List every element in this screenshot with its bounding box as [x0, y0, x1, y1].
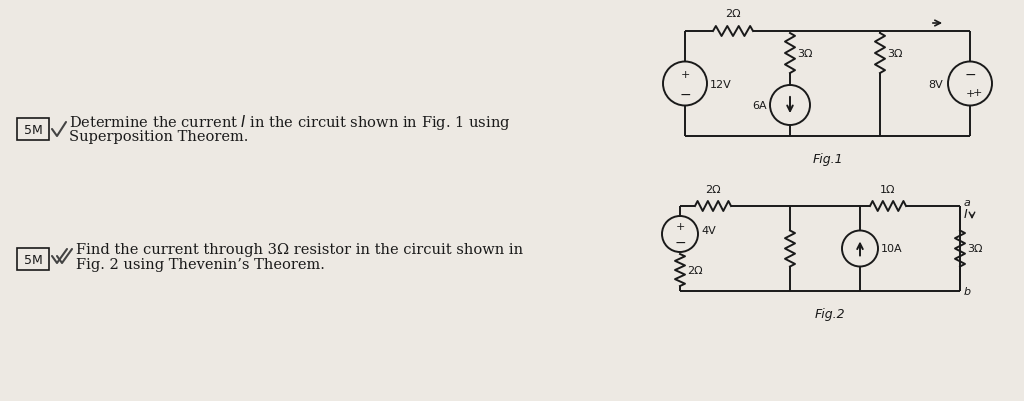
Text: +: + — [973, 88, 982, 98]
Text: 2Ω: 2Ω — [706, 184, 721, 194]
Text: +: + — [680, 69, 690, 79]
Text: b: b — [964, 286, 971, 296]
Text: 2Ω: 2Ω — [725, 9, 740, 19]
Text: 1Ω: 1Ω — [881, 184, 896, 194]
Text: −: − — [674, 235, 686, 249]
Text: Fig.1: Fig.1 — [812, 153, 843, 166]
Text: 12V: 12V — [710, 79, 732, 89]
Text: −: − — [965, 67, 976, 81]
Text: 3Ω: 3Ω — [797, 49, 812, 59]
Text: 5M: 5M — [24, 253, 42, 266]
Text: 2Ω: 2Ω — [687, 265, 702, 275]
Text: Fig. 2 using Thevenin’s Theorem.: Fig. 2 using Thevenin’s Theorem. — [76, 257, 325, 271]
Text: Find the current through 3Ω resistor in the circuit shown in: Find the current through 3Ω resistor in … — [76, 242, 523, 256]
Text: a: a — [964, 198, 971, 207]
Text: 3Ω: 3Ω — [967, 244, 982, 254]
Text: +: + — [966, 89, 975, 99]
Text: 10A: 10A — [881, 244, 902, 254]
Text: Superposition Theorem.: Superposition Theorem. — [69, 130, 249, 144]
Text: 4V: 4V — [701, 225, 716, 235]
Text: +: + — [675, 221, 685, 231]
Text: −: − — [679, 87, 691, 101]
Text: Fig.2: Fig.2 — [815, 307, 846, 320]
Text: 5M: 5M — [24, 123, 42, 136]
Text: 3Ω: 3Ω — [887, 49, 902, 59]
Text: 6A: 6A — [753, 101, 767, 111]
Text: I: I — [964, 208, 968, 221]
Text: Determine the current $I$ in the circuit shown in Fig. 1 using: Determine the current $I$ in the circuit… — [69, 112, 511, 131]
Text: 8V: 8V — [928, 79, 943, 89]
